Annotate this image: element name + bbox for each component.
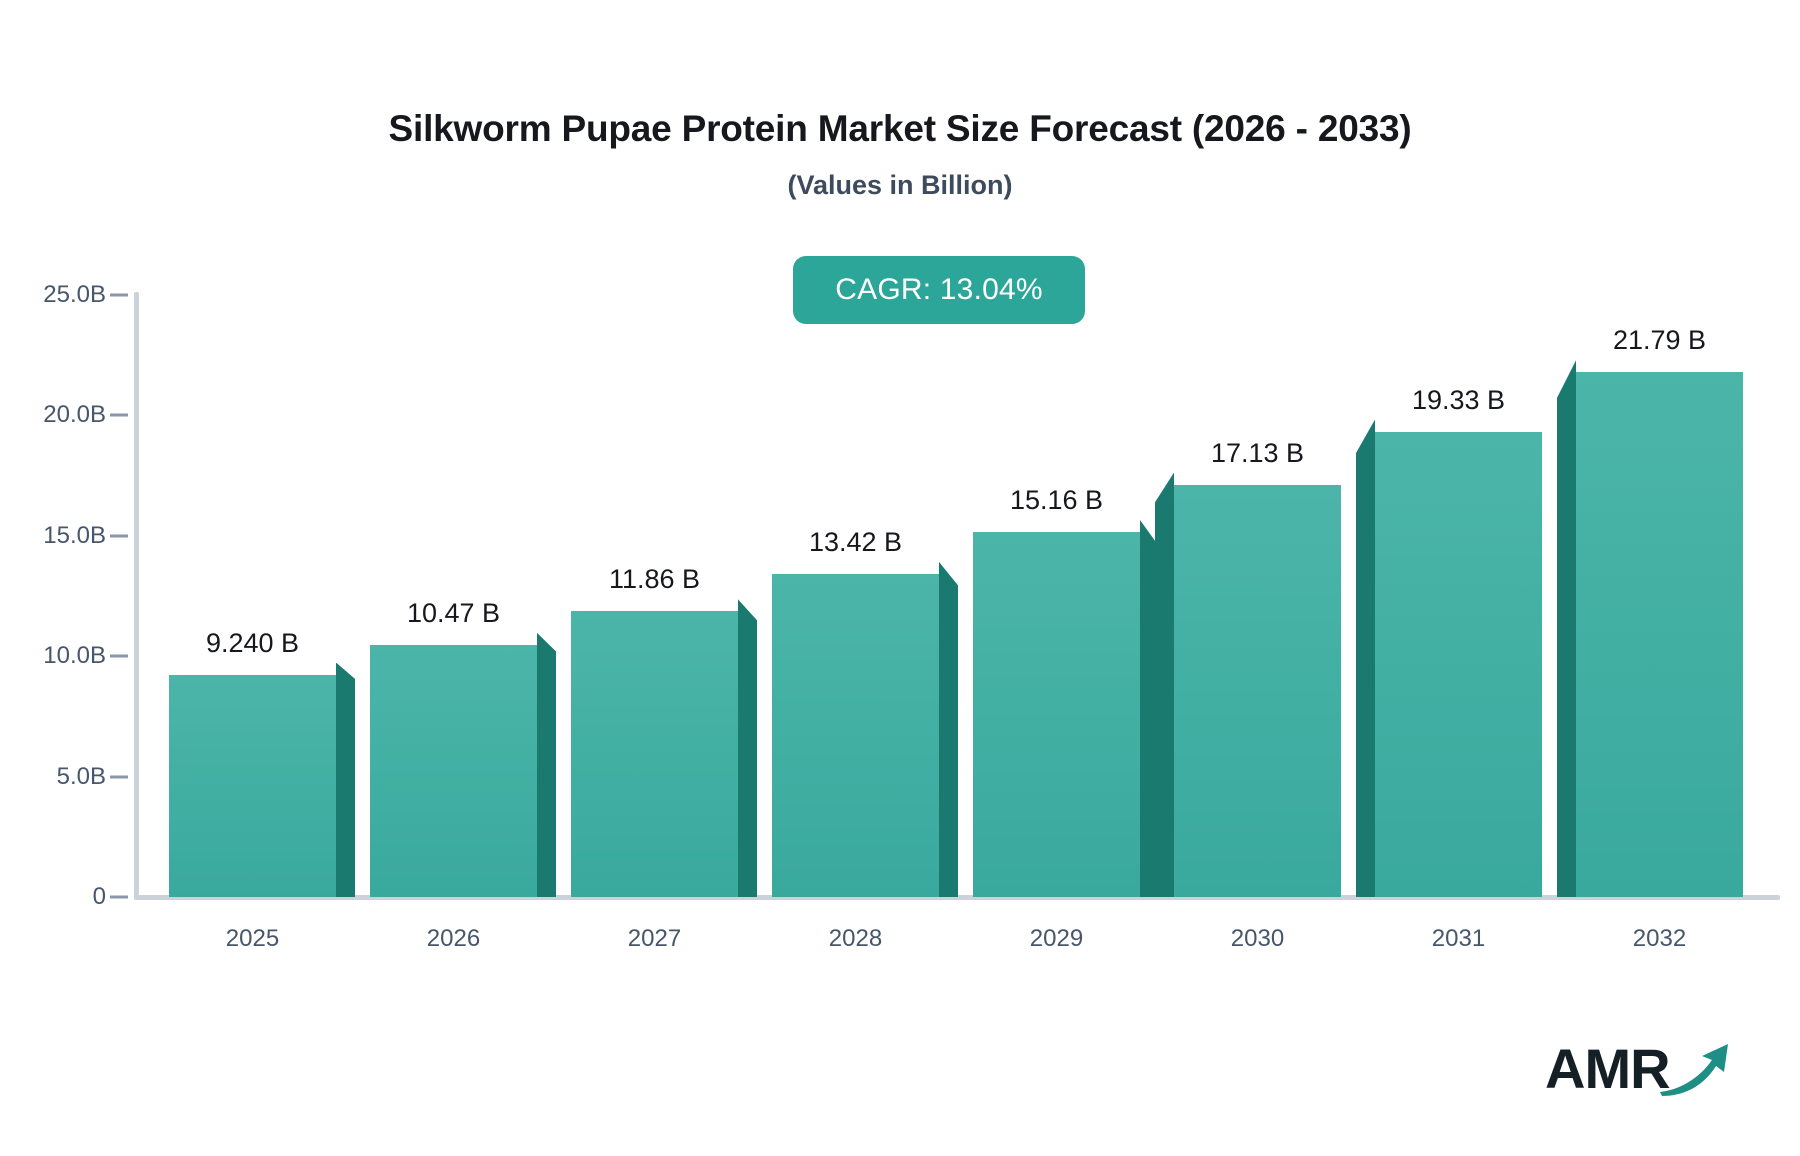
x-axis-tick-label: 2028 <box>828 925 883 952</box>
bar-value-label: 17.13 B <box>1210 437 1305 468</box>
y-axis-tick-mark <box>110 534 128 538</box>
x-axis-tick-label: 2029 <box>1029 925 1084 952</box>
y-axis-line <box>134 292 139 900</box>
bar-value-label: 21.79 B <box>1612 325 1707 356</box>
x-axis-tick-label: 2025 <box>225 925 280 952</box>
bar[interactable]: 17.13 B <box>1155 438 1341 897</box>
cagr-badge-label: CAGR: 13.04% <box>835 273 1043 306</box>
bar-side-face <box>1140 519 1159 897</box>
y-axis-tick-mark <box>110 654 128 658</box>
cagr-badge: CAGR: 13.04% <box>793 256 1085 324</box>
bar-front-face <box>1375 431 1542 897</box>
bar-side-face <box>336 662 355 897</box>
amr-logo-text: AMR <box>1545 1037 1671 1100</box>
bar-value-label: 15.16 B <box>1009 484 1104 515</box>
bar-value-label: 10.47 B <box>406 597 501 628</box>
y-axis-tick-mark <box>110 895 128 899</box>
y-axis-tick-label: 5.0B <box>56 762 106 790</box>
x-axis-tick-label: 2032 <box>1632 925 1687 952</box>
bar[interactable]: 21.79 B <box>1557 325 1743 897</box>
x-axis-tick-label: 2031 <box>1431 925 1486 952</box>
y-axis-tick-label: 10.0B <box>43 642 106 670</box>
x-axis-tick-label: 2030 <box>1230 925 1285 952</box>
trending-up-arrow-icon <box>1658 1038 1732 1103</box>
bar-value-label: 19.33 B <box>1411 384 1506 415</box>
bar-side-face <box>939 561 958 897</box>
y-axis-tick-label: 20.0B <box>43 401 106 429</box>
y-axis-tick-mark <box>110 293 128 297</box>
bar-side-face <box>1155 472 1174 897</box>
bar[interactable]: 10.47 B <box>370 598 556 897</box>
x-axis-line <box>134 895 1780 900</box>
bar[interactable]: 11.86 B <box>571 564 757 897</box>
y-axis-tick-label: 0 <box>92 883 106 910</box>
page-subtitle: (Values in Billion) <box>787 170 1013 200</box>
y-axis-tick-label: 15.0B <box>43 521 106 549</box>
bar-value-label: 11.86 B <box>608 564 701 595</box>
bar-side-face <box>537 632 556 897</box>
y-axis-tick-label: 25.0B <box>43 281 106 308</box>
bar[interactable]: 19.33 B <box>1356 385 1542 897</box>
bar-front-face <box>772 573 939 897</box>
title-block: Silkworm Pupae Protein Market Size Forec… <box>0 108 1800 201</box>
bar-value-label: 9.240 B <box>205 627 300 658</box>
bar-front-face <box>973 531 1140 897</box>
x-axis-tick-label: 2026 <box>426 925 481 952</box>
bar[interactable]: 13.42 B <box>772 527 958 897</box>
bar-side-face <box>1356 419 1375 897</box>
bar[interactable]: 9.240 B <box>169 628 355 897</box>
y-axis-tick-mark <box>110 775 128 779</box>
page-title: Silkworm Pupae Protein Market Size Forec… <box>388 108 1412 149</box>
bar-front-face <box>169 674 336 897</box>
bar-front-face <box>370 644 537 897</box>
amr-logo: AMR <box>1545 1038 1732 1097</box>
bar-front-face <box>1174 484 1341 897</box>
x-axis-tick-label: 2027 <box>627 925 682 952</box>
bar-front-face <box>571 611 738 897</box>
bar-side-face <box>738 599 757 897</box>
y-axis-tick-mark <box>110 413 128 417</box>
bar-side-face <box>1557 360 1576 897</box>
bar-value-label: 13.42 B <box>808 526 903 557</box>
bar-front-face <box>1576 372 1743 897</box>
bar[interactable]: 15.16 B <box>973 485 1159 897</box>
